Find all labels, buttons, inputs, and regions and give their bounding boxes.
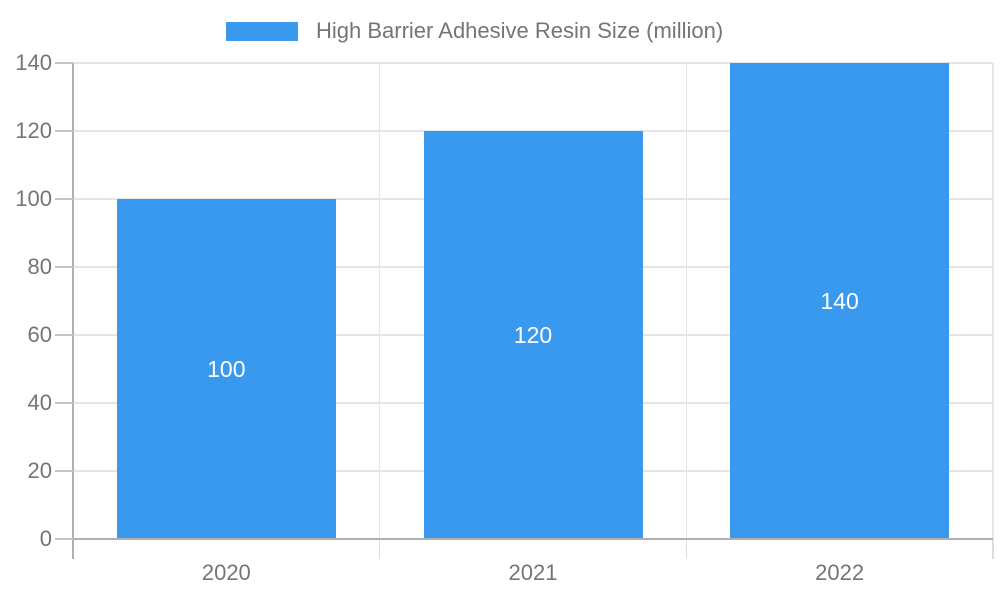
y-tick-label-120: 120	[15, 118, 52, 143]
y-axis-tick-20	[55, 470, 73, 472]
y-tick-label-0: 0	[39, 526, 52, 551]
y-tick-label-40: 40	[27, 390, 52, 415]
y-axis-tick-100	[55, 198, 73, 200]
y-tick-label-140: 140	[15, 50, 52, 75]
legend-swatch-icon	[226, 21, 298, 41]
chart-legend[interactable]: High Barrier Adhesive Resin Size (millio…	[226, 18, 723, 44]
bar-value-label-2021: 120	[513, 321, 553, 348]
bar-value-label-2022: 140	[820, 287, 859, 314]
y-tick-label-60: 60	[27, 322, 52, 347]
x-gridline-3	[992, 63, 994, 539]
x-tick-label-2020: 2020	[201, 560, 251, 585]
y-gridline-120	[73, 130, 993, 132]
y-tick-label-80: 80	[27, 254, 52, 279]
y-axis-line	[72, 63, 74, 559]
x-tick-label-2021: 2021	[508, 560, 558, 585]
x-tick-label-2022: 2022	[815, 560, 865, 585]
y-tick-label-20: 20	[27, 458, 52, 483]
y-axis-tick-140	[55, 62, 73, 64]
bar-value-label-2020: 100	[207, 355, 246, 382]
plot-area: 100 120 140	[73, 62, 994, 539]
x-axis-line	[73, 538, 993, 540]
y-axis-tick-60	[55, 334, 73, 336]
y-axis-tick-120	[55, 130, 73, 132]
legend-label: High Barrier Adhesive Resin Size (millio…	[316, 18, 724, 43]
bar-2020[interactable]: 100	[116, 199, 336, 539]
x-axis-tick-1	[378, 540, 381, 559]
bar-2022[interactable]: 140	[730, 63, 950, 539]
x-axis-tick-3	[992, 540, 994, 559]
bar-2021[interactable]: 120	[423, 131, 643, 539]
y-axis-tick-0	[55, 538, 73, 540]
y-tick-label-100: 100	[15, 186, 52, 211]
y-axis-tick-80	[55, 266, 73, 268]
x-gridline-1	[378, 63, 381, 539]
x-gridline-2	[685, 63, 688, 539]
x-axis-tick-2	[685, 540, 688, 559]
y-axis-tick-40	[55, 402, 73, 404]
y-gridline-140	[73, 62, 993, 64]
